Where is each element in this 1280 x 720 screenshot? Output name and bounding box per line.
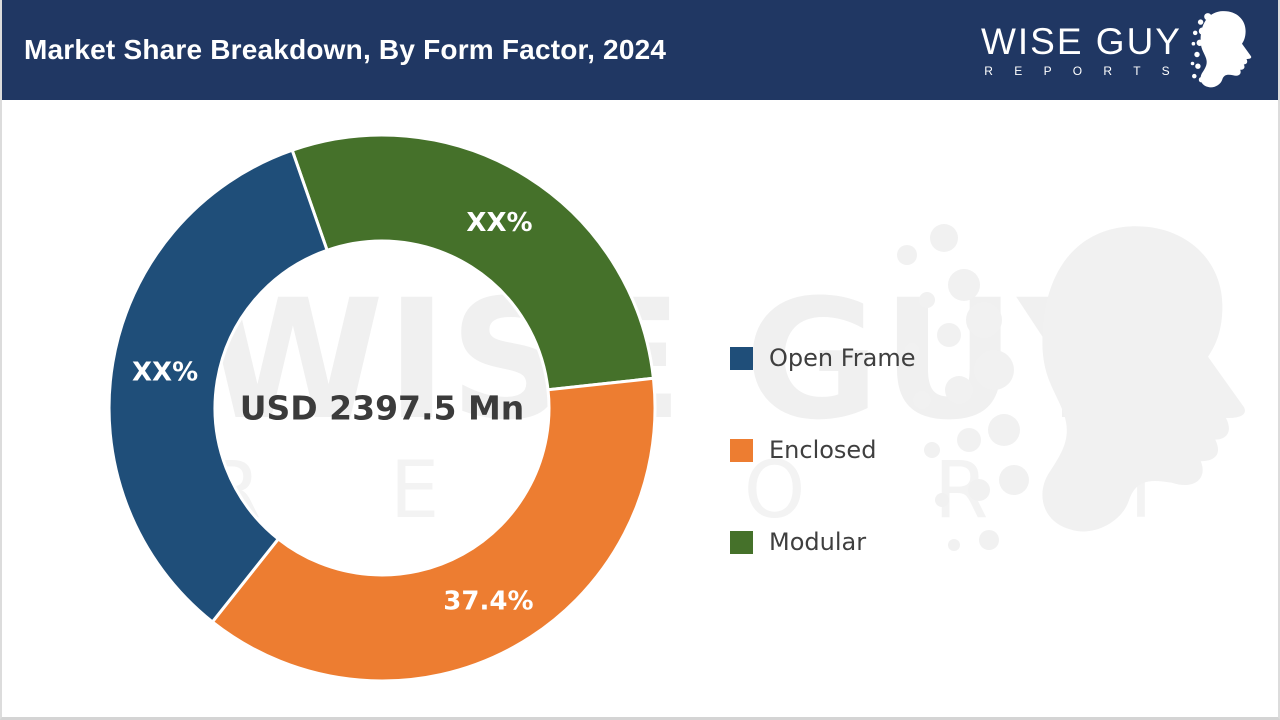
header-bar: Market Share Breakdown, By Form Factor, … <box>2 0 1278 100</box>
logo-subtext: R E P O R T S <box>984 64 1179 78</box>
legend-item-enclosed: Enclosed <box>730 436 916 464</box>
legend-item-open-frame: Open Frame <box>730 344 916 372</box>
legend: Open Frame Enclosed Modular <box>730 344 916 556</box>
legend-swatch-modular <box>730 530 753 554</box>
logo-text-block: WISE GUY R E P O R T S <box>981 23 1182 77</box>
segment-label: 37.4% <box>443 587 533 617</box>
wiseguy-logo: WISE GUY R E P O R T S <box>981 9 1260 91</box>
legend-item-modular: Modular <box>730 528 916 556</box>
donut-segment-enclosed <box>210 376 657 683</box>
chart-area: WISE GUY R E P O R T S XX% 37.4% XX% USD 2… <box>2 100 1278 717</box>
legend-label: Open Frame <box>769 344 916 372</box>
wiseguy-logo-head-icon <box>1190 11 1252 88</box>
legend-label: Enclosed <box>769 436 877 464</box>
center-value: USD 2397.5 Mn <box>239 388 525 428</box>
segment-label: XX% <box>466 208 532 238</box>
donut-segment-modular <box>290 133 656 392</box>
donut-chart: XX% 37.4% XX% <box>107 133 657 683</box>
segment-label: XX% <box>132 357 198 387</box>
chart-title: Market Share Breakdown, By Form Factor, … <box>24 34 667 65</box>
legend-swatch-enclosed <box>730 438 753 462</box>
legend-swatch-open-frame <box>730 346 753 370</box>
logo-text: WISE GUY <box>980 21 1182 62</box>
legend-label: Modular <box>769 528 867 556</box>
watermark-head-dots <box>897 224 1245 551</box>
donut-segment-open-frame <box>107 148 330 625</box>
